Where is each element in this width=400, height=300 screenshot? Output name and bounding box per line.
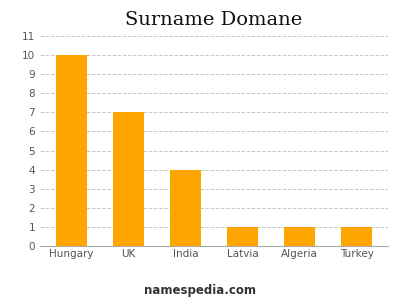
Title: Surname Domane: Surname Domane	[125, 11, 303, 29]
Text: namespedia.com: namespedia.com	[144, 284, 256, 297]
Bar	[284, 227, 315, 246]
Bar	[341, 227, 372, 246]
Bar	[170, 169, 201, 246]
Bar	[56, 55, 87, 246]
Bar	[113, 112, 144, 246]
Bar	[227, 227, 258, 246]
